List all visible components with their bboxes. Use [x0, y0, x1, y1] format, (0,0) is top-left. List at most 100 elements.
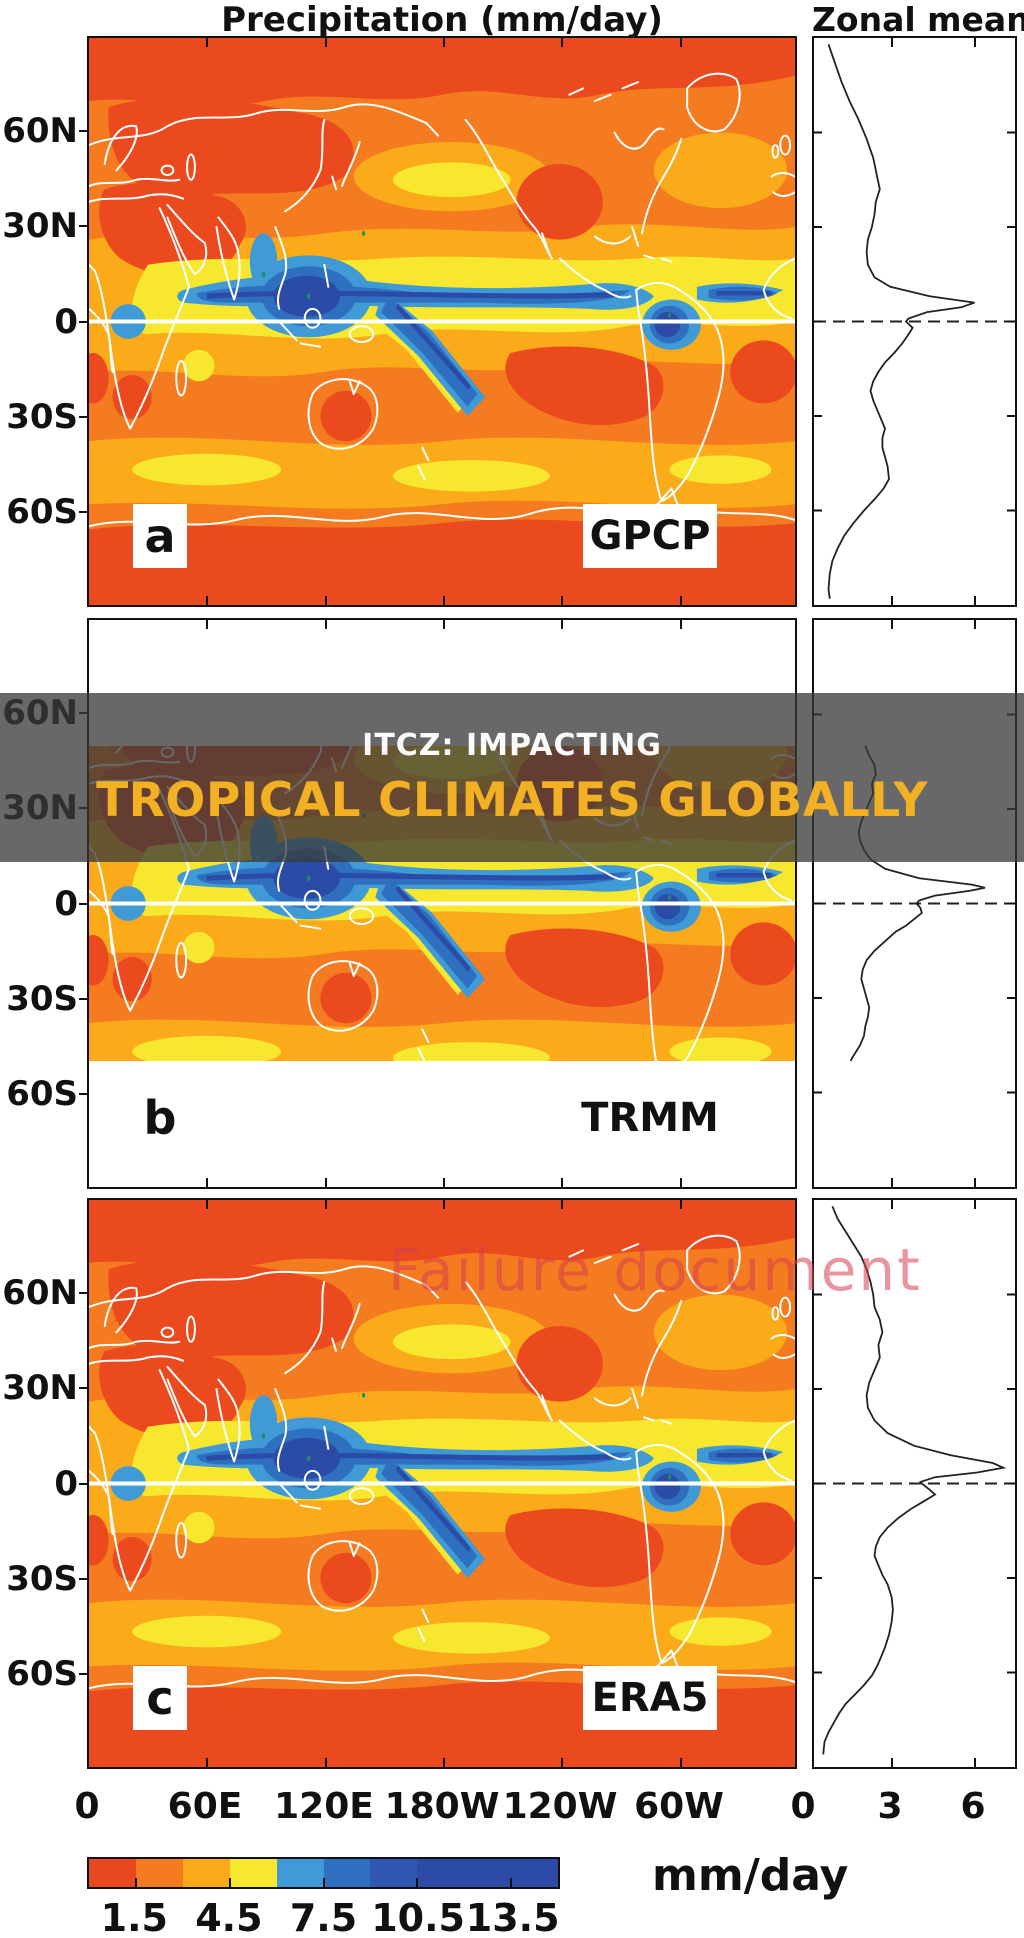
- colorbar-segment: [370, 1859, 418, 1887]
- panel-letter-label: b: [133, 1086, 187, 1150]
- lat-tick-label: 60S: [6, 1653, 78, 1694]
- lat-axis-tick: [79, 320, 87, 323]
- zonal-mean-panel-gpcp: [812, 36, 1017, 607]
- lon-axis-tick: [206, 596, 209, 605]
- lat-axis-tick: [79, 415, 87, 418]
- colorbar-tick: [416, 1878, 419, 1887]
- lon-tick-label: 180W: [384, 1786, 500, 1827]
- colorbar-tick: [134, 1878, 137, 1887]
- lon-tick-label: 120W: [502, 1786, 618, 1827]
- lat-axis-tick: [79, 130, 87, 133]
- colorbar-segment: [135, 1859, 183, 1887]
- lon-axis-tick: [679, 1200, 682, 1209]
- colorbar-tick: [510, 1878, 513, 1887]
- zonal-mean-title: Zonal mean: [812, 0, 1024, 39]
- lon-axis-tick: [324, 1200, 327, 1209]
- zonal-tick-label: 6: [960, 1786, 986, 1827]
- colorbar-tick-label: 4.5: [195, 1896, 263, 1938]
- lon-axis-tick: [679, 38, 682, 47]
- lon-axis-tick: [443, 1178, 445, 1187]
- lat-tick-label: 60N: [2, 1273, 78, 1314]
- lon-axis-tick: [679, 1758, 682, 1767]
- lon-axis-tick: [324, 620, 327, 629]
- lat-tick-label: 30S: [6, 396, 78, 437]
- panel-letter-label: c: [133, 1666, 187, 1730]
- lat-tick-label: 0: [54, 1463, 78, 1504]
- lat-tick-label: 0: [54, 883, 78, 924]
- lat-axis-tick: [79, 1577, 87, 1580]
- lon-axis-tick: [561, 38, 564, 47]
- colorbar-tick: [228, 1878, 231, 1887]
- title-banner-overlay: ITCZ: IMPACTING TROPICAL CLIMATES GLOBAL…: [0, 693, 1024, 862]
- lon-axis-tick: [561, 1200, 564, 1209]
- lon-axis-tick: [206, 1758, 209, 1767]
- lon-axis-tick: [561, 596, 564, 605]
- colorbar-segment: [276, 1859, 324, 1887]
- lon-tick-label: 60W: [634, 1786, 724, 1827]
- lon-axis-tick: [561, 1178, 564, 1187]
- map-panel-gpcp: a GPCP: [87, 36, 797, 607]
- dataset-label: ERA5: [583, 1666, 717, 1730]
- banner-line1: ITCZ: IMPACTING: [362, 727, 662, 763]
- lon-axis-tick: [324, 1178, 327, 1187]
- map-panel-era5: c ERA5: [87, 1198, 797, 1769]
- dataset-label: TRMM: [581, 1086, 719, 1150]
- precipitation-map-gpcp: [89, 38, 795, 605]
- colorbar-tick-label: 10.5: [371, 1896, 465, 1938]
- lon-axis-tick: [443, 38, 445, 47]
- lon-tick-label: 120E: [274, 1786, 374, 1827]
- lon-axis-tick: [679, 1178, 682, 1187]
- lon-axis-tick: [324, 596, 327, 605]
- lat-tick-label: 60N: [2, 111, 78, 152]
- maps-title: Precipitation (mm/day): [221, 0, 663, 40]
- lon-axis-tick: [561, 620, 564, 629]
- lon-axis-tick: [679, 596, 682, 605]
- lat-axis-tick: [79, 1387, 87, 1390]
- zonal-mean-curve: [822, 1205, 1007, 1755]
- lat-axis-tick: [79, 225, 87, 228]
- colorbar-segment: [323, 1859, 371, 1887]
- lon-tick-label: 0: [74, 1786, 100, 1827]
- colorbar-segment: [464, 1859, 512, 1887]
- zonal-tick-label: 3: [877, 1786, 903, 1827]
- panel-letter-label: a: [133, 504, 187, 568]
- banner-line2: TROPICAL CLIMATES GLOBALLY: [96, 772, 928, 828]
- lat-axis-tick: [79, 1672, 87, 1675]
- colorbar-segment: [182, 1859, 230, 1887]
- lat-tick-label: 60S: [6, 491, 78, 532]
- dataset-label: GPCP: [583, 504, 717, 568]
- lat-axis-tick: [79, 902, 87, 905]
- colorbar-segment: [511, 1859, 559, 1887]
- colorbar-tick-label: 13.5: [465, 1896, 560, 1938]
- colorbar-tick-label: 7.5: [289, 1896, 358, 1938]
- lat-axis-tick: [79, 1482, 87, 1485]
- lat-axis-tick: [79, 510, 87, 513]
- lon-axis-tick: [443, 1758, 445, 1767]
- lon-axis-tick: [206, 1200, 209, 1209]
- lat-tick-label: 60S: [6, 1073, 78, 1114]
- zonal-mean-panel-era5: [812, 1198, 1017, 1769]
- zonal-mean-curve: [827, 44, 975, 599]
- colorbar: [87, 1857, 560, 1889]
- zonal-mean-plot-era5: [814, 1200, 1015, 1767]
- lon-axis-tick: [324, 1758, 327, 1767]
- lat-axis-tick: [79, 997, 87, 1000]
- lon-axis-tick: [679, 620, 682, 629]
- lat-tick-label: 30S: [6, 1558, 78, 1599]
- lon-axis-tick: [561, 1758, 564, 1767]
- colorbar-segment: [229, 1859, 277, 1887]
- colorbar-tick-label: 1.5: [100, 1896, 168, 1938]
- shared-zero-tick-label: 0: [790, 1786, 816, 1827]
- lon-axis-tick: [206, 1178, 209, 1187]
- lon-axis-tick: [443, 620, 445, 629]
- lat-axis-tick: [79, 1292, 87, 1295]
- colorbar-unit-label: mm/day: [652, 1850, 849, 1901]
- lat-tick-label: 30N: [2, 1368, 78, 1409]
- colorbar-segment: [89, 1859, 136, 1887]
- lon-axis-tick: [443, 1200, 445, 1209]
- watermark-text: Failure document: [388, 1236, 922, 1304]
- lon-tick-label: 60E: [167, 1786, 243, 1827]
- lon-axis-tick: [206, 38, 209, 47]
- zonal-mean-plot-gpcp: [814, 38, 1015, 605]
